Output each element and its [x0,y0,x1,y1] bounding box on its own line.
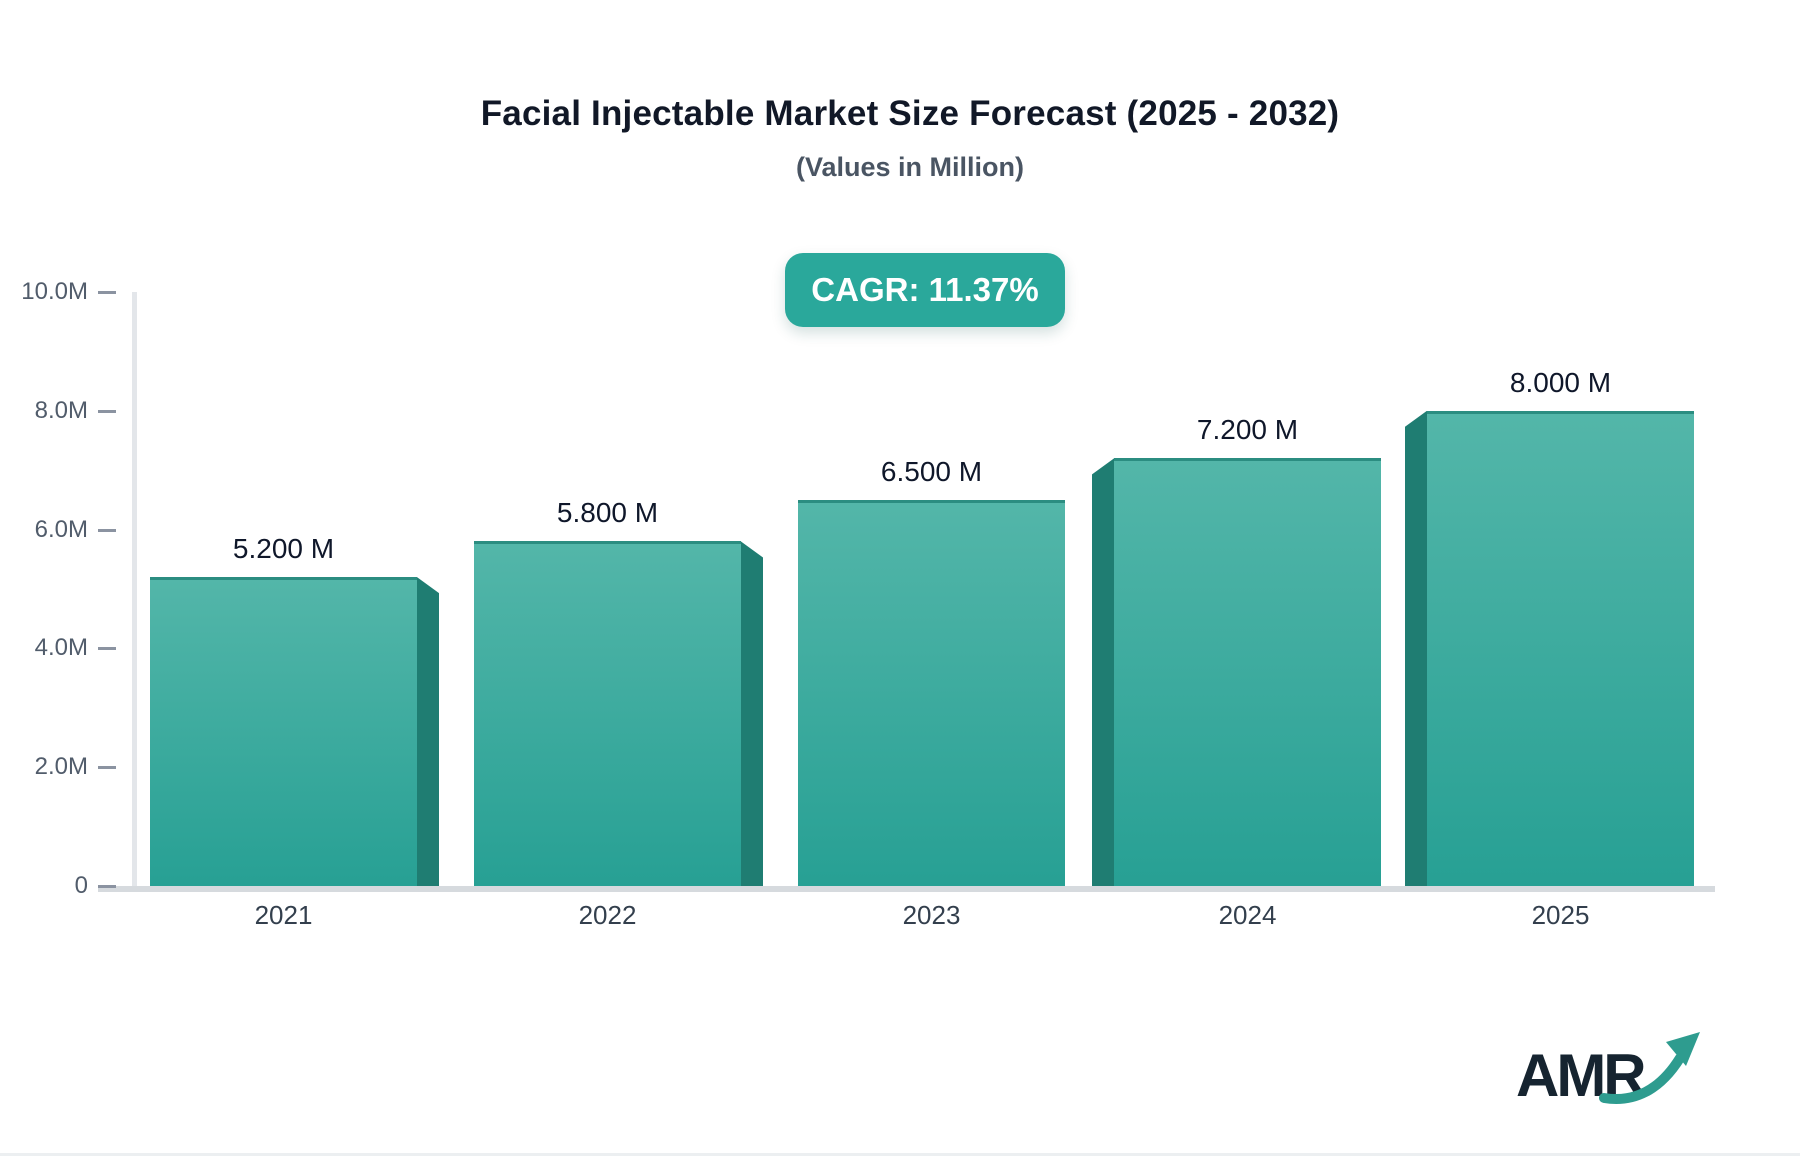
x-tick-label: 2023 [902,900,961,930]
chart-title: Facial Injectable Market Size Forecast (… [480,94,1340,133]
y-tick-mark [98,409,116,413]
bar-3d-side [741,541,763,886]
y-tick-label: 0 [74,872,88,899]
bar-value-label: 6.500 M [880,455,983,487]
x-tick-label: 2022 [578,900,637,930]
bar-value-label: 5.800 M [556,497,659,529]
y-tick-mark [98,647,116,651]
logo-arrow-icon [1599,1053,1685,1104]
cagr-badge-label: CAGR: 11.37% [811,271,1039,308]
y-tick-mark [98,528,116,532]
x-tick-label: 2025 [1531,900,1590,930]
logo-arrowhead-icon [1666,1032,1700,1066]
bar [150,577,417,886]
y-tick-label: 10.0M [21,278,88,305]
y-tick-label: 8.0M [34,396,88,424]
y-tick-label: 2.0M [34,753,88,781]
y-tick-mark [98,766,116,770]
bar-value-label: 5.200 M [232,533,335,565]
amr-logo: AMR [1488,1030,1718,1134]
y-tick-mark [98,291,116,294]
y-tick-label: 6.0M [34,515,88,543]
x-tick-label: 2021 [254,900,313,930]
cagr-badge: CAGR: 11.37% [785,253,1065,327]
bar [1427,410,1694,886]
bar-value-label: 7.200 M [1196,414,1299,446]
x-tick-label: 2024 [1218,900,1277,930]
bar-3d-side [1405,410,1427,886]
y-tick-label: 4.0M [34,634,88,662]
bar-3d-side [417,577,439,886]
bar [474,541,741,886]
y-tick-mark [98,885,116,888]
bar [1114,458,1381,886]
bar-3d-side [1092,458,1114,886]
x-axis-line [98,886,1715,892]
amr-logo-graphic: AMR [1516,1032,1700,1109]
y-axis-line [132,292,137,892]
chart-subtitle: (Values in Million) [795,152,1025,182]
bar-value-label: 8.000 M [1509,366,1612,398]
bar [798,499,1065,886]
